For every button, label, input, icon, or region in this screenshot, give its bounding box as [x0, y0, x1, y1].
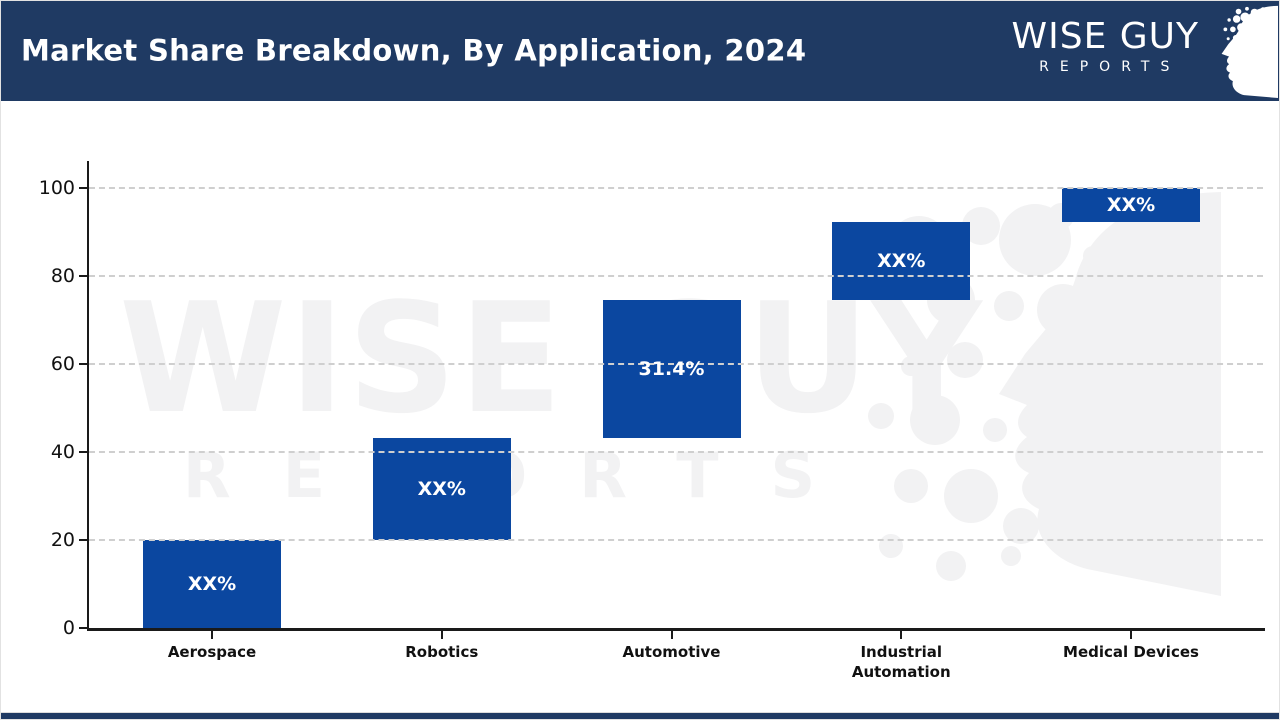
logo-wordmark-block: WISE GUY REPORTS — [1012, 18, 1200, 75]
x-tick-mark — [440, 631, 443, 639]
page-title: Market Share Breakdown, By Application, … — [21, 33, 807, 68]
gridline-40 — [89, 451, 1263, 453]
y-tick-label: 40 — [50, 441, 75, 463]
y-tick-mark — [79, 275, 89, 277]
x-tick-mark — [1130, 631, 1132, 639]
gridline-20 — [89, 539, 1263, 541]
bar-medical-devices: XX% — [1062, 188, 1200, 222]
x-tick-mark — [211, 631, 213, 639]
bar-robotics: XX% — [372, 437, 511, 540]
chart-header: Market Share Breakdown, By Application, … — [1, 1, 1279, 101]
x-category-label-robotics: Robotics — [405, 643, 479, 661]
logo-face-icon — [1221, 5, 1278, 98]
watermark-face-icon — [868, 192, 1221, 596]
y-axis-line — [87, 161, 89, 631]
y-tick-mark — [79, 451, 89, 453]
x-category-label-automotive: Automotive — [622, 643, 721, 661]
wise-guy-logo: WISE GUY REPORTS — [1009, 1, 1279, 101]
y-tick-label: 60 — [50, 353, 75, 375]
x-category-label-medical-devices: Medical Devices — [1063, 643, 1199, 661]
gridline-60 — [89, 363, 1263, 365]
y-tick-mark — [79, 539, 89, 541]
footer-bar — [1, 713, 1279, 719]
x-tick-mark — [900, 631, 903, 639]
x-axis-line — [87, 628, 1265, 631]
bar-value-label: XX% — [1106, 193, 1156, 216]
x-category-label-industrial-automation: Industrial Automation — [851, 643, 951, 682]
logo-subtitle: REPORTS — [1039, 58, 1181, 75]
y-tick-label: 20 — [50, 529, 75, 551]
y-tick-label: 80 — [50, 265, 75, 287]
gridline-100 — [89, 187, 1263, 189]
bar-value-label: XX% — [417, 477, 466, 500]
y-tick-mark — [79, 363, 89, 365]
bar-value-label: XX% — [877, 249, 926, 272]
gridline-80 — [89, 275, 1263, 277]
bottom-hairline — [1, 712, 1279, 713]
bar-aerospace: XX% — [143, 540, 281, 628]
y-tick-mark — [79, 627, 89, 629]
bar-value-label: XX% — [187, 573, 237, 595]
bar-industrial-automation: XX% — [832, 221, 971, 300]
y-tick-label: 0 — [62, 617, 75, 639]
y-tick-label: 100 — [38, 177, 75, 199]
logo-wordmark: WISE GUY — [1011, 16, 1199, 57]
x-tick-mark — [670, 631, 673, 639]
bar-value-label: 31.4% — [638, 357, 705, 380]
bar-automotive: 31.4% — [602, 299, 741, 438]
y-tick-mark — [79, 187, 89, 189]
x-category-label-aerospace: Aerospace — [167, 643, 257, 661]
